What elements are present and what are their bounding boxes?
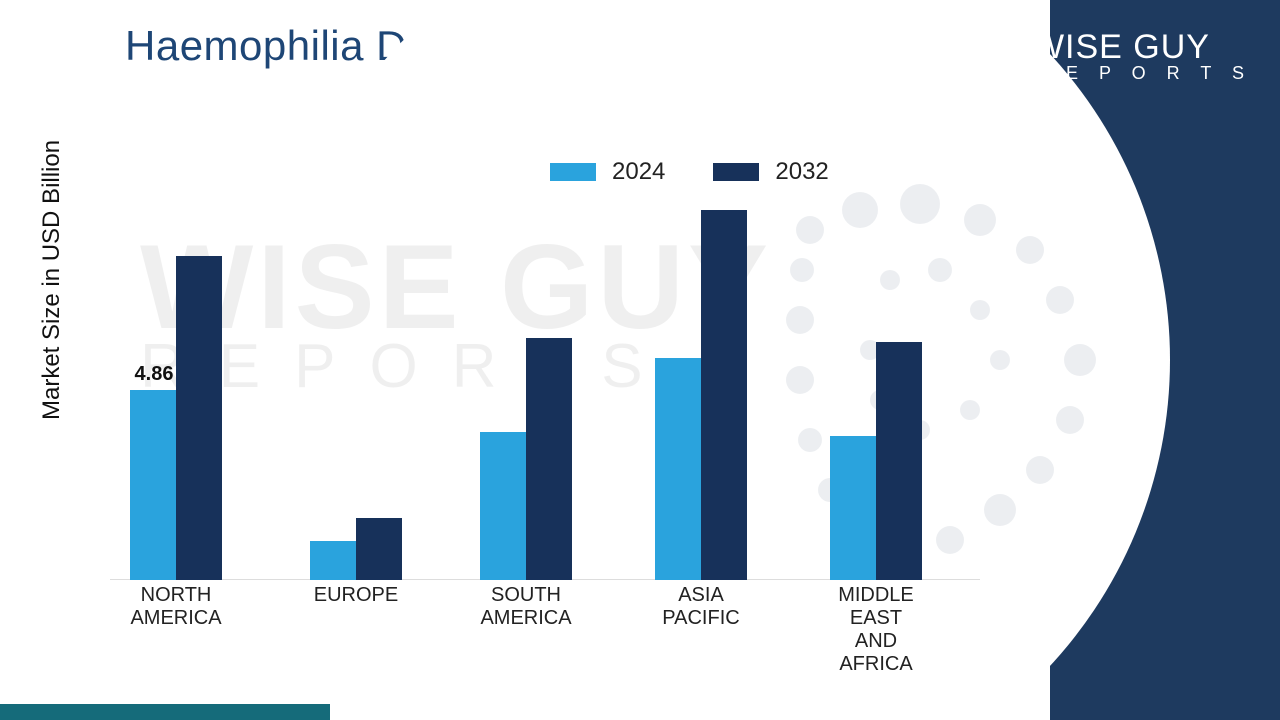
brand-line2: R E P O R T S [1032,63,1252,84]
brand-logo: WISE GUY R E P O R T S [1032,28,1252,84]
category-label: EUROPE [276,584,436,607]
legend-item-2032: 2032 [713,158,828,186]
bar-chart: 4.86 [110,190,980,580]
category-label: ASIA PACIFIC [621,584,781,630]
legend-label-2024: 2024 [612,158,665,186]
legend-swatch-2024 [550,163,596,181]
bar [310,541,356,580]
brand-line1: WISE GUY [1032,28,1252,67]
bar [356,518,402,580]
bar [830,436,876,580]
chart-card: WISE GUY REPORTS Haemophilia Drug Market… [0,0,1280,720]
bar-value-label: 4.86 [124,363,184,386]
legend-swatch-2032 [713,163,759,181]
bar [701,210,747,581]
footer-accent-bar [0,704,330,720]
category-label: SOUTH AMERICA [446,584,606,630]
category-label: NORTH AMERICA [96,584,256,630]
legend: 2024 2032 [550,158,829,186]
bar [526,338,572,580]
bar [176,256,222,580]
bar: 4.86 [130,390,176,580]
bar [655,358,701,580]
y-axis-label: Market Size in USD Billion [38,140,66,420]
legend-label-2032: 2032 [775,158,828,186]
bar [480,432,526,580]
category-label: MIDDLE EAST AND AFRICA [796,584,956,676]
legend-item-2024: 2024 [550,158,665,186]
bar [876,342,922,580]
